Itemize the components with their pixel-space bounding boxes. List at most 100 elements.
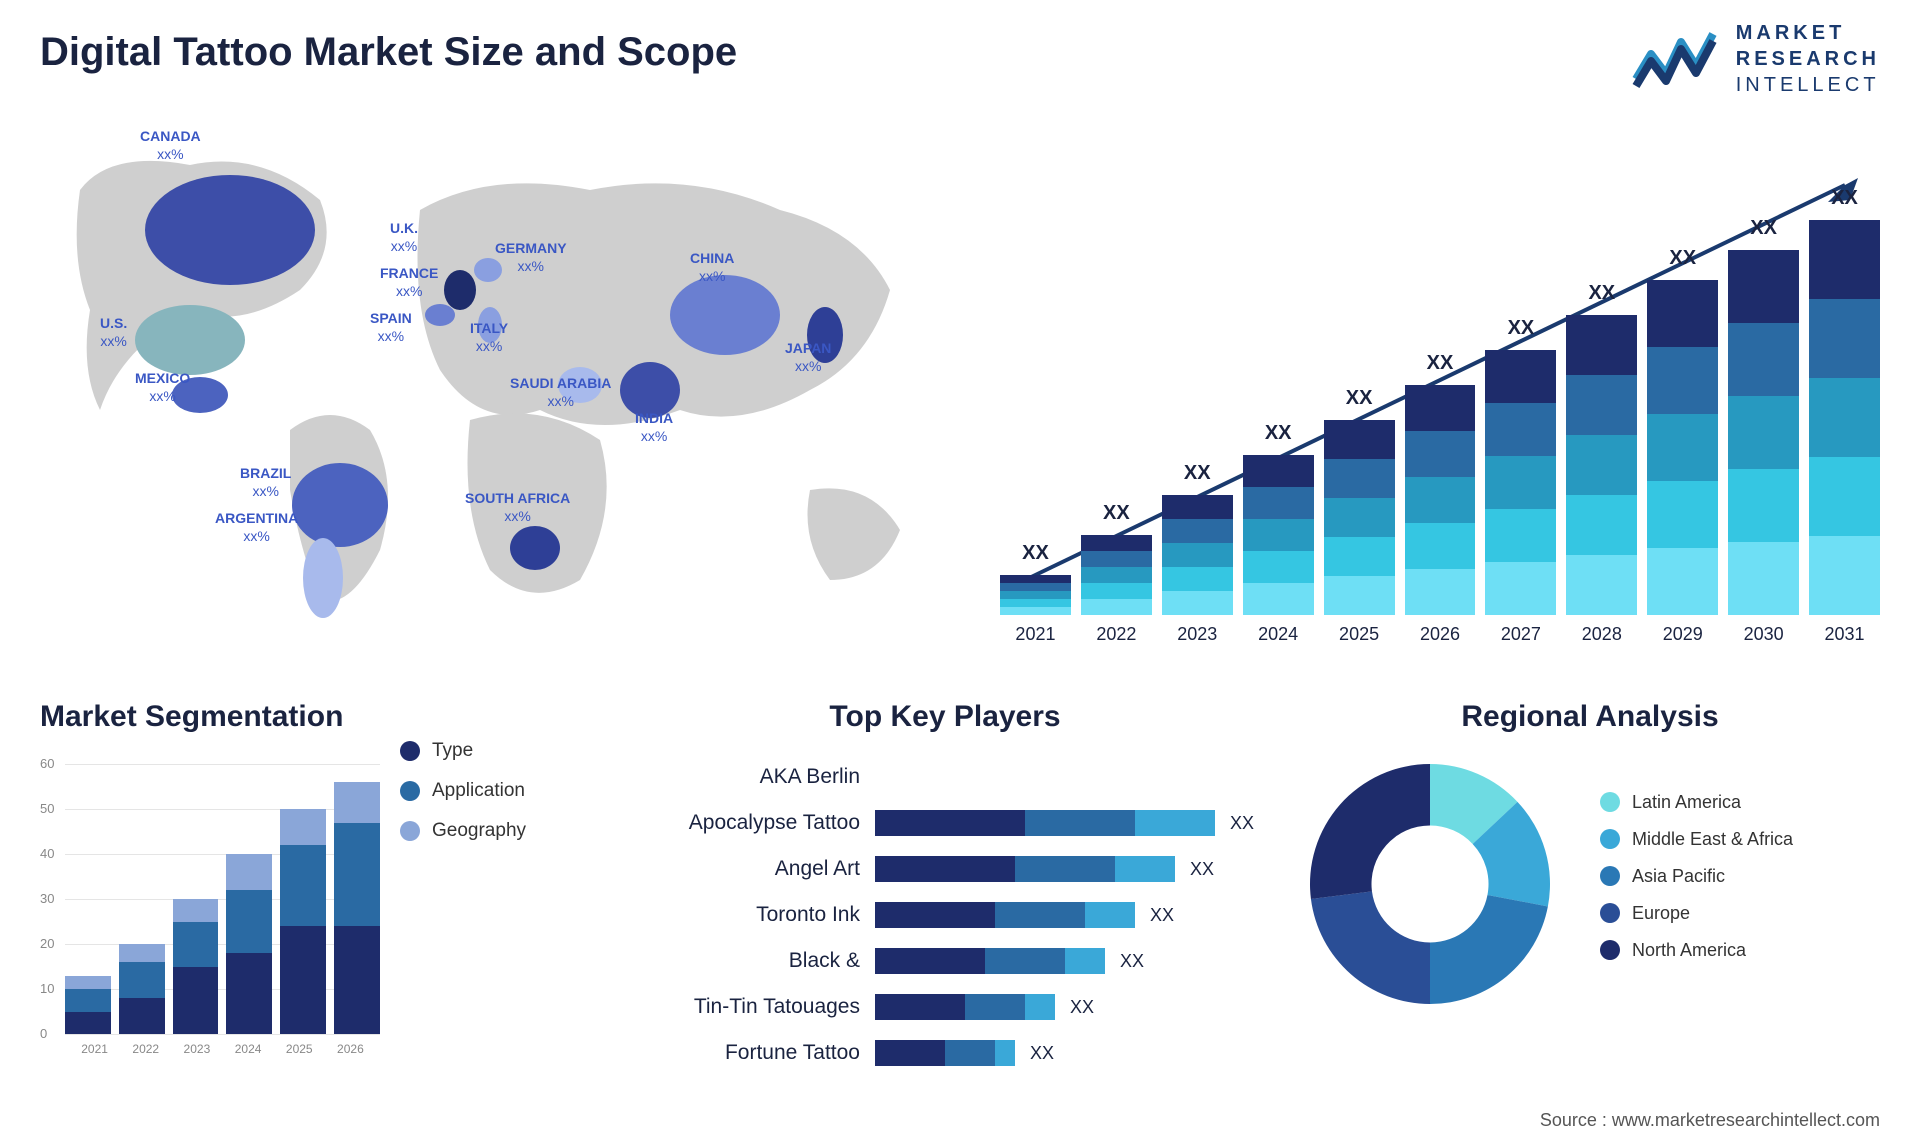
regional-section: Regional Analysis Latin America Middle Ea… [1300, 700, 1880, 1014]
map-label: GERMANYxx% [495, 240, 567, 275]
map-label: FRANCExx% [380, 265, 438, 300]
legend-item: Asia Pacific [1600, 866, 1793, 887]
growth-value-label: XX [1669, 247, 1696, 270]
player-name: AKA Berlin [630, 754, 860, 800]
growth-value-label: XX [1588, 282, 1615, 305]
player-bar-row: XX [875, 1030, 1260, 1076]
growth-bar [1485, 350, 1556, 615]
donut-chart [1300, 754, 1560, 1014]
player-name: Tin-Tin Tatouages [630, 984, 860, 1030]
player-name: Toronto Ink [630, 892, 860, 938]
players-title: Top Key Players [630, 700, 1260, 734]
segmentation-title: Market Segmentation [40, 700, 600, 734]
legend-item: Geography [400, 820, 526, 842]
donut-slice [1311, 891, 1430, 1004]
donut-slice [1430, 895, 1548, 1004]
seg-bar [173, 899, 219, 1034]
map-label: ARGENTINAxx% [215, 510, 298, 545]
map-label: CHINAxx% [690, 250, 734, 285]
seg-y-tick: 0 [40, 1026, 47, 1041]
seg-year-label: 2026 [337, 1042, 364, 1056]
growth-year-label: 2025 [1339, 624, 1379, 645]
growth-value-label: XX [1346, 387, 1373, 410]
seg-y-tick: 30 [40, 891, 54, 906]
player-names: AKA BerlinApocalypse TattooAngel ArtToro… [630, 754, 860, 1076]
player-value: XX [1120, 951, 1144, 972]
seg-y-tick: 10 [40, 981, 54, 996]
player-bar-row: XX [875, 846, 1260, 892]
map-label: INDIAxx% [635, 410, 673, 445]
growth-value-label: XX [1265, 422, 1292, 445]
growth-year-label: 2021 [1015, 624, 1055, 645]
brand-logo: MARKET RESEARCH INTELLECT [1631, 20, 1880, 98]
growth-year-label: 2031 [1825, 624, 1865, 645]
player-name: Angel Art [630, 846, 860, 892]
map-label: JAPANxx% [785, 340, 831, 375]
growth-bar [1405, 385, 1476, 615]
growth-bar [1162, 495, 1233, 615]
logo-icon [1631, 24, 1721, 94]
player-bar-row: XX [875, 984, 1260, 1030]
seg-year-label: 2025 [286, 1042, 313, 1056]
map-label: SPAINxx% [370, 310, 412, 345]
player-value: XX [1190, 859, 1214, 880]
map-label: SAUDI ARABIAxx% [510, 375, 611, 410]
player-bar-row [875, 754, 1260, 800]
seg-bar [65, 976, 111, 1035]
map-label: MEXICOxx% [135, 370, 190, 405]
seg-year-label: 2024 [235, 1042, 262, 1056]
player-name: Apocalypse Tattoo [630, 800, 860, 846]
growth-value-label: XX [1750, 217, 1777, 240]
map-label: U.S.xx% [100, 315, 127, 350]
growth-year-label: 2026 [1420, 624, 1460, 645]
growth-bar [1566, 315, 1637, 615]
regional-legend: Latin America Middle East & Africa Asia Pa… [1600, 792, 1793, 977]
source-citation: Source : www.marketresearchintellect.com [1540, 1110, 1880, 1131]
seg-bar [280, 809, 326, 1034]
segmentation-section: Market Segmentation 0102030405060 202120… [40, 700, 600, 1064]
growth-chart: XX2021XX2022XX2023XX2024XX2025XX2026XX20… [1000, 150, 1880, 650]
growth-bar [1081, 535, 1152, 615]
player-value: XX [1030, 1043, 1054, 1064]
legend-item: Middle East & Africa [1600, 829, 1793, 850]
growth-bar [1728, 250, 1799, 615]
player-value: XX [1230, 813, 1254, 834]
player-name: Fortune Tattoo [630, 1030, 860, 1076]
legend-item: Type [400, 740, 526, 762]
seg-bar [334, 782, 380, 1034]
seg-year-label: 2022 [132, 1042, 159, 1056]
seg-year-label: 2021 [81, 1042, 108, 1056]
map-label: CANADAxx% [140, 128, 201, 163]
growth-value-label: XX [1103, 502, 1130, 525]
player-value: XX [1070, 997, 1094, 1018]
legend-item: Application [400, 780, 526, 802]
seg-bar [119, 944, 165, 1034]
map-label: U.K.xx% [390, 220, 418, 255]
player-bar-row: XX [875, 800, 1260, 846]
growth-bar [1243, 455, 1314, 615]
seg-y-tick: 50 [40, 801, 54, 816]
seg-y-tick: 40 [40, 846, 54, 861]
page-title: Digital Tattoo Market Size and Scope [40, 30, 737, 75]
seg-year-label: 2023 [184, 1042, 211, 1056]
legend-item: North America [1600, 940, 1793, 961]
player-bar-row: XX [875, 938, 1260, 984]
map-label: BRAZILxx% [240, 465, 291, 500]
segmentation-legend: Type Application Geography [400, 740, 526, 860]
legend-item: Europe [1600, 903, 1793, 924]
player-value: XX [1150, 905, 1174, 926]
donut-slice [1310, 764, 1430, 899]
growth-year-label: 2028 [1582, 624, 1622, 645]
regional-title: Regional Analysis [1300, 700, 1880, 734]
player-bar-row: XX [875, 892, 1260, 938]
growth-year-label: 2027 [1501, 624, 1541, 645]
legend-item: Latin America [1600, 792, 1793, 813]
growth-value-label: XX [1184, 462, 1211, 485]
seg-bar [226, 854, 272, 1034]
seg-y-tick: 20 [40, 936, 54, 951]
growth-year-label: 2029 [1663, 624, 1703, 645]
growth-value-label: XX [1508, 317, 1535, 340]
growth-year-label: 2022 [1096, 624, 1136, 645]
growth-year-label: 2024 [1258, 624, 1298, 645]
player-name: Black & [630, 938, 860, 984]
